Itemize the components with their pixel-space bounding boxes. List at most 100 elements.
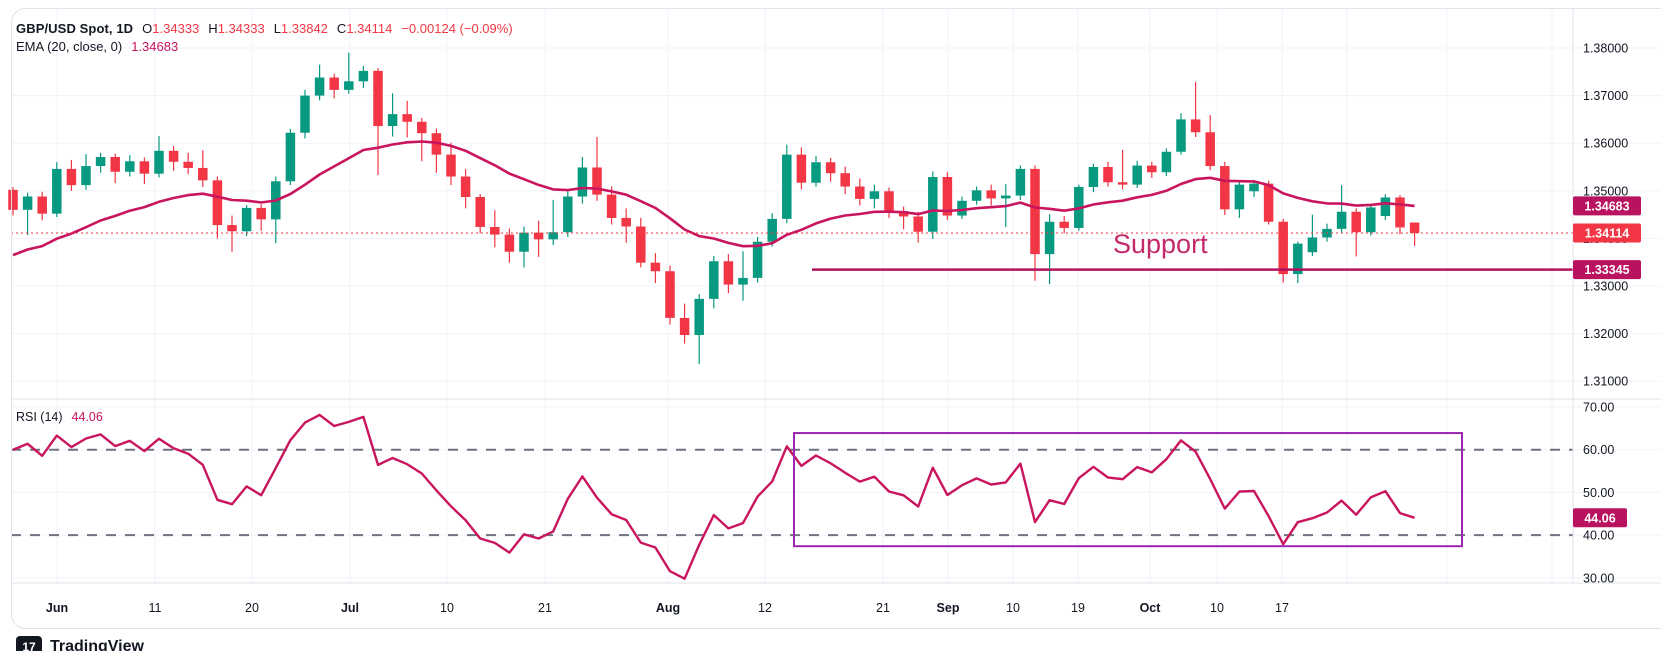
ohlc-high: H1.34333 bbox=[208, 21, 265, 36]
candle-body bbox=[1088, 167, 1099, 187]
candle-body bbox=[22, 196, 33, 210]
candle-body bbox=[1205, 132, 1215, 167]
time-tick-label: Jun bbox=[46, 601, 68, 615]
price-pane[interactable]: Support bbox=[8, 52, 1573, 365]
pane-borders bbox=[11, 8, 1661, 629]
candle-body bbox=[285, 132, 296, 182]
rsi-value: 44.06 bbox=[71, 410, 103, 424]
ema-value: 1.34683 bbox=[131, 39, 179, 54]
candle-body bbox=[329, 77, 339, 90]
candle-body bbox=[884, 191, 894, 212]
candle-body bbox=[1132, 165, 1142, 185]
time-tick-label: 21 bbox=[876, 601, 890, 615]
candle-body bbox=[1409, 222, 1420, 233]
candle-body bbox=[37, 196, 47, 214]
candle-body bbox=[110, 157, 120, 172]
rsi-tick-label: 30.00 bbox=[1583, 571, 1614, 585]
candle-body bbox=[665, 271, 675, 318]
candle-body bbox=[475, 196, 485, 227]
candle-body bbox=[8, 189, 18, 210]
candle-body bbox=[139, 161, 150, 174]
candle-body bbox=[796, 154, 807, 183]
candle-body bbox=[679, 317, 690, 336]
chart-legend: GBP/USD Spot, 1D O1.34333 H1.34333 L1.33… bbox=[16, 20, 513, 56]
price-tick-label: 1.33000 bbox=[1583, 280, 1628, 294]
ema-price-badge: 1.34683 bbox=[1573, 196, 1641, 216]
time-tick-label: 21 bbox=[538, 601, 552, 615]
time-scale[interactable]: Jun 11 20 Jul 10 21 Aug 12 21 Sep 10 19 Oct 10 17 bbox=[46, 601, 1289, 615]
rsi-label: RSI (14) bbox=[16, 410, 63, 424]
rsi-legend-row[interactable]: RSI (14) 44.06 bbox=[16, 410, 103, 424]
candle-body bbox=[971, 190, 982, 201]
rsi-tick-label: 70.00 bbox=[1583, 401, 1614, 415]
candle-body bbox=[869, 191, 880, 199]
support-price-badge: 1.33345 bbox=[1573, 260, 1641, 280]
rsi-pane[interactable] bbox=[11, 413, 1573, 580]
candle-body bbox=[942, 176, 953, 216]
ema-legend-row[interactable]: EMA (20, close, 0) 1.34683 bbox=[16, 38, 513, 56]
rsi-range-box[interactable] bbox=[793, 432, 1463, 548]
candle-body bbox=[563, 196, 573, 233]
candle-body bbox=[636, 226, 646, 263]
price-tick-label: 1.35000 bbox=[1583, 184, 1628, 198]
candle-body bbox=[66, 168, 77, 186]
candle-body bbox=[1278, 221, 1288, 275]
candle-body bbox=[548, 232, 558, 240]
candle-body bbox=[1044, 221, 1055, 255]
rsi-tick-label: 40.00 bbox=[1583, 529, 1614, 543]
candle-body bbox=[1059, 221, 1069, 228]
candle-body bbox=[125, 161, 135, 172]
change-value: −0.00124 (−0.09%) bbox=[401, 21, 513, 36]
tradingview-brand-text: TradingView bbox=[50, 638, 144, 651]
time-tick-label: 12 bbox=[758, 601, 772, 615]
candle-body bbox=[825, 162, 836, 174]
time-tick-label: 11 bbox=[149, 601, 162, 615]
time-tick-label: Oct bbox=[1140, 601, 1162, 615]
ema-line[interactable] bbox=[12, 140, 1415, 257]
candle-body bbox=[898, 211, 909, 217]
time-tick-label: 20 bbox=[245, 601, 259, 615]
candle-body bbox=[358, 70, 369, 82]
rsi-value-badge: 44.06 bbox=[1573, 508, 1627, 528]
candle-body bbox=[1234, 184, 1245, 210]
tradingview-attribution[interactable]: 17 TradingView bbox=[16, 636, 144, 651]
candle-body bbox=[417, 121, 427, 134]
rsi-line[interactable] bbox=[12, 413, 1415, 580]
svg-text:1.34114: 1.34114 bbox=[1585, 226, 1630, 240]
candle-body bbox=[1263, 183, 1274, 222]
time-tick-label: 17 bbox=[1275, 601, 1289, 615]
candle-body bbox=[81, 166, 91, 186]
rsi-tick-label: 60.00 bbox=[1583, 443, 1614, 457]
time-tick-label: 10 bbox=[440, 601, 454, 615]
candlestick-series bbox=[8, 52, 1420, 365]
candle-body bbox=[373, 70, 383, 127]
tradingview-logo-icon[interactable]: 17 bbox=[16, 636, 42, 651]
candle-body bbox=[592, 167, 602, 195]
candle-body bbox=[1366, 207, 1376, 233]
candle-body bbox=[1190, 119, 1201, 133]
rsi-tick-label: 50.00 bbox=[1583, 486, 1614, 500]
candle-body bbox=[241, 207, 252, 232]
price-scale[interactable]: 1.380001.370001.360001.350001.340001.330… bbox=[1573, 42, 1641, 586]
candle-body bbox=[840, 173, 850, 187]
candle-body bbox=[738, 277, 748, 285]
price-tick-label: 1.36000 bbox=[1583, 137, 1628, 151]
candle-body bbox=[767, 218, 777, 242]
candle-body bbox=[490, 226, 500, 235]
price-tick-label: 1.37000 bbox=[1583, 89, 1628, 103]
candle-body bbox=[1015, 168, 1026, 196]
symbol-legend-row[interactable]: GBP/USD Spot, 1D O1.34333 H1.34333 L1.33… bbox=[16, 20, 513, 38]
candle-body bbox=[1176, 119, 1186, 152]
candle-body bbox=[1103, 167, 1113, 183]
candle-body bbox=[95, 157, 106, 167]
candle-body bbox=[928, 176, 938, 232]
candle-body bbox=[1147, 165, 1157, 173]
candle-body bbox=[154, 150, 164, 174]
candle-body bbox=[212, 180, 223, 226]
ohlc-open: O1.34333 bbox=[142, 21, 200, 36]
support-label[interactable]: Support bbox=[1113, 229, 1208, 259]
candle-body bbox=[1220, 166, 1230, 210]
candle-body bbox=[621, 217, 631, 227]
